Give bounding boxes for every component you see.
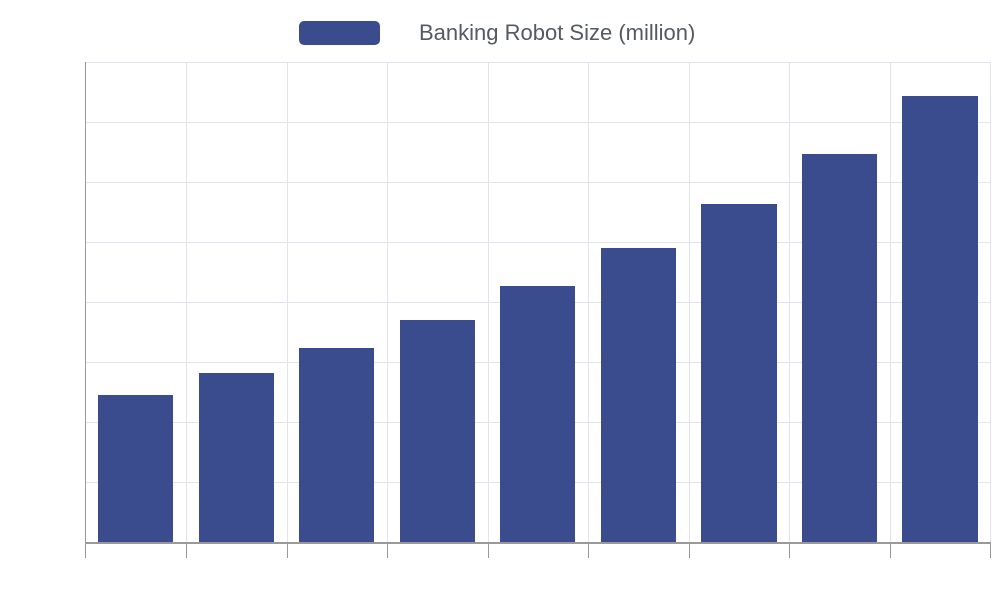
x-axis-tick [588,544,590,558]
bar-2033[interactable] [902,95,978,542]
y-axis-line [85,62,87,542]
bar-2031[interactable] [701,203,777,542]
x-axis-tick [387,544,389,558]
chart-legend: Banking Robot Size (million) [0,20,1000,48]
x-axis-tick [688,544,690,558]
legend-label: Banking Robot Size (million) [419,20,696,45]
x-axis-tick [286,544,288,558]
x-axis-tick [85,544,87,558]
category-gridline [387,62,389,542]
category-gridline [789,62,791,542]
bar-2032[interactable] [801,153,878,542]
x-axis-tick [487,544,489,558]
category-gridline [588,62,590,542]
category-gridline [688,62,690,542]
x-axis-tick [889,544,891,558]
legend-swatch [299,21,380,45]
bar-2030[interactable] [600,248,677,542]
y-gridline [85,122,991,123]
category-gridline [889,62,891,542]
x-axis-tick [789,544,791,558]
bar-2029[interactable] [500,286,576,542]
category-gridline [286,62,288,542]
legend-item-banking-robot-size[interactable]: Banking Robot Size (million) [299,20,695,46]
bar-2026[interactable] [198,372,274,542]
y-gridline [85,62,991,63]
category-gridline [185,62,187,542]
x-axis-tick [990,544,992,558]
x-axis-line [85,542,992,544]
bar-2027[interactable] [299,348,375,542]
bar-2025[interactable] [98,394,174,542]
bar-2028[interactable] [399,319,475,542]
category-gridline [487,62,489,542]
x-axis-tick [185,544,187,558]
category-gridline [990,62,992,542]
